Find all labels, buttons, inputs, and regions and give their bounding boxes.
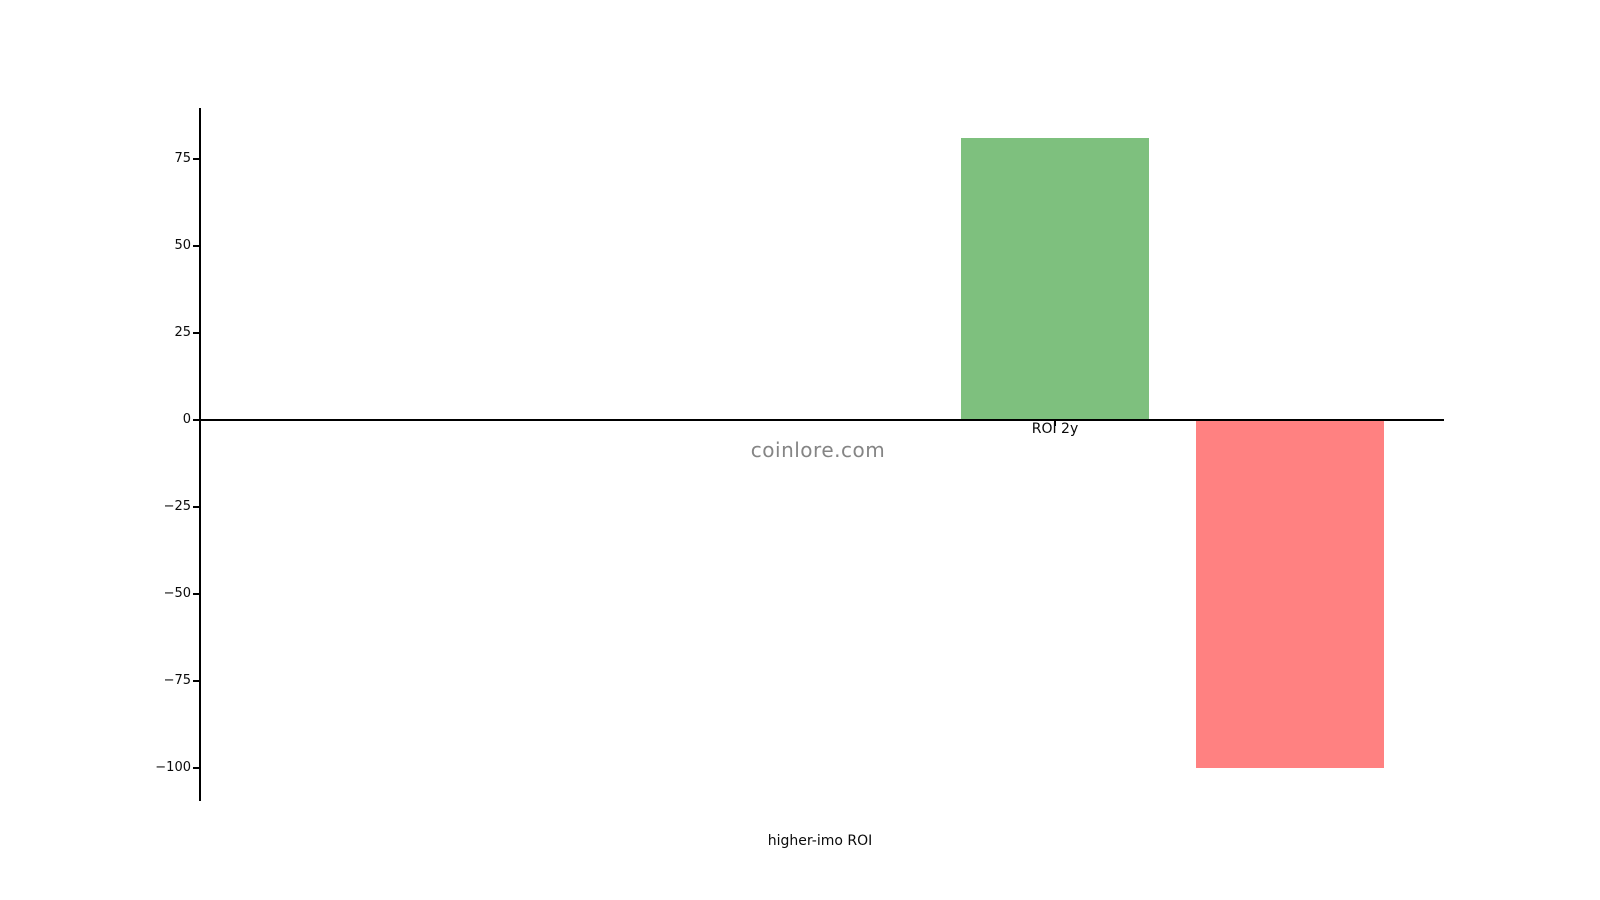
y-tick-label: 0 [182, 412, 191, 428]
y-tick-mark [193, 245, 200, 247]
y-tick-mark [193, 767, 200, 769]
y-tick-mark [193, 593, 200, 595]
x-axis-zero-line [199, 419, 1444, 421]
y-tick-mark [193, 419, 200, 421]
y-tick-label: −50 [163, 586, 191, 602]
y-tick-mark [193, 332, 200, 334]
x-tick-mark [1054, 420, 1056, 426]
x-tick-label: ROI 2y [1031, 421, 1079, 437]
y-tick-label: 25 [174, 325, 191, 341]
y-tick-mark [193, 158, 200, 160]
bar-series-1 [1196, 420, 1384, 768]
y-tick-label: −25 [163, 499, 191, 515]
y-tick-label: −100 [155, 760, 191, 776]
y-axis-line [199, 108, 201, 801]
bar-ROI 2y [961, 138, 1149, 420]
watermark-text: coinlore.com [750, 438, 886, 462]
y-tick-label: 75 [174, 151, 191, 167]
y-tick-mark [193, 506, 200, 508]
y-tick-label: −75 [163, 673, 191, 689]
y-tick-label: 50 [174, 238, 191, 254]
x-axis-label: higher-imo ROI [767, 833, 873, 849]
y-tick-mark [193, 680, 200, 682]
